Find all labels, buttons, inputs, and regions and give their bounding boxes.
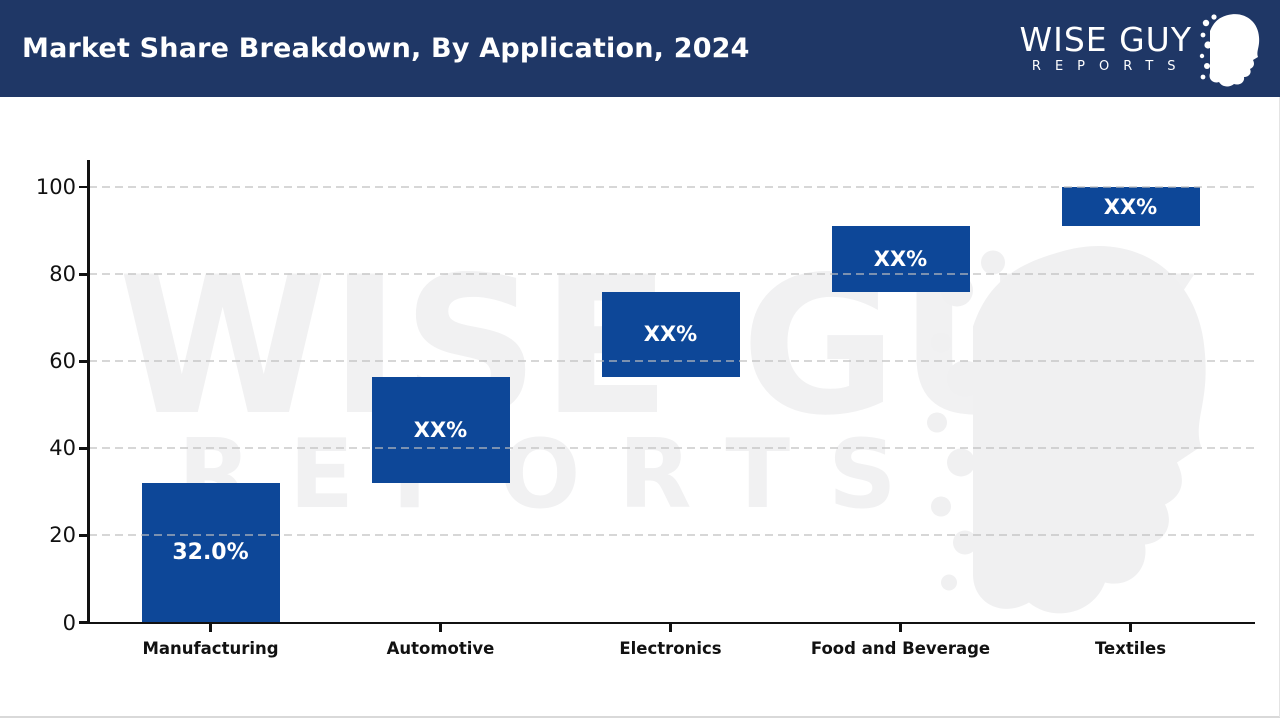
y-tick-80 <box>79 273 87 276</box>
bar-manufacturing: 32.0% <box>141 483 280 623</box>
brand-head-icon <box>1199 13 1260 86</box>
footer-divider <box>0 716 1280 718</box>
header-bar: Market Share Breakdown, By Application, … <box>0 0 1280 97</box>
gridline-40 <box>89 447 1255 450</box>
gridline-60 <box>89 360 1255 363</box>
y-ticklabel-60: 60 <box>49 349 76 374</box>
y-tick-100 <box>79 185 87 189</box>
bar-value-label-food-and-beverage: XX% <box>873 247 928 272</box>
gridline-80 <box>89 273 1255 276</box>
x-catlabel-textiles: Textiles <box>1094 639 1167 658</box>
watermark-reports: REPORTS <box>178 420 935 530</box>
gridline-100 <box>89 186 1255 189</box>
bar-textiles: XX% <box>1061 187 1200 227</box>
bar-food-and-beverage: XX% <box>831 226 970 292</box>
x-tick-automotive <box>439 624 442 632</box>
chart-title: Market Share Breakdown, By Application, … <box>22 33 750 64</box>
y-tick-60 <box>79 360 87 363</box>
bar-value-label-electronics: XX% <box>643 322 698 347</box>
bar-value-label-manufacturing: 32.0% <box>172 540 249 566</box>
bar-automotive: XX% <box>371 376 510 484</box>
y-tick-40 <box>79 447 87 450</box>
x-axis-line <box>87 621 1255 625</box>
x-catlabel-electronics: Electronics <box>619 639 722 658</box>
y-ticklabel-0: 0 <box>62 610 76 635</box>
y-tick-20 <box>79 534 87 537</box>
y-axis-line <box>87 160 90 624</box>
brand-logo: WISE GUY REPORTS <box>1019 9 1262 89</box>
y-ticklabel-40: 40 <box>49 436 76 461</box>
bar-value-label-textiles: XX% <box>1103 194 1158 219</box>
y-ticklabel-100: 100 <box>35 175 76 200</box>
bar-electronics: XX% <box>601 291 740 377</box>
right-edge-border <box>1278 97 1280 717</box>
gridline-20 <box>89 534 1255 537</box>
brand-name: WISE GUY <box>1019 19 1192 59</box>
bar-value-label-automotive: XX% <box>413 417 468 442</box>
x-tick-manufacturing <box>209 624 212 632</box>
brand-subtitle: REPORTS <box>1031 59 1190 75</box>
brand-logo-text: WISE GUY REPORTS <box>1019 19 1192 75</box>
y-ticklabel-20: 20 <box>49 523 76 548</box>
y-ticklabel-80: 80 <box>49 262 76 287</box>
x-tick-food-and-beverage <box>899 624 902 632</box>
x-tick-electronics <box>669 624 672 632</box>
x-catlabel-manufacturing: Manufacturing <box>142 639 279 658</box>
x-tick-textiles <box>1129 624 1132 632</box>
y-tick-0 <box>79 621 87 624</box>
x-catlabel-automotive: Automotive <box>386 639 495 658</box>
x-catlabel-food-and-beverage: Food and Beverage <box>810 639 991 658</box>
